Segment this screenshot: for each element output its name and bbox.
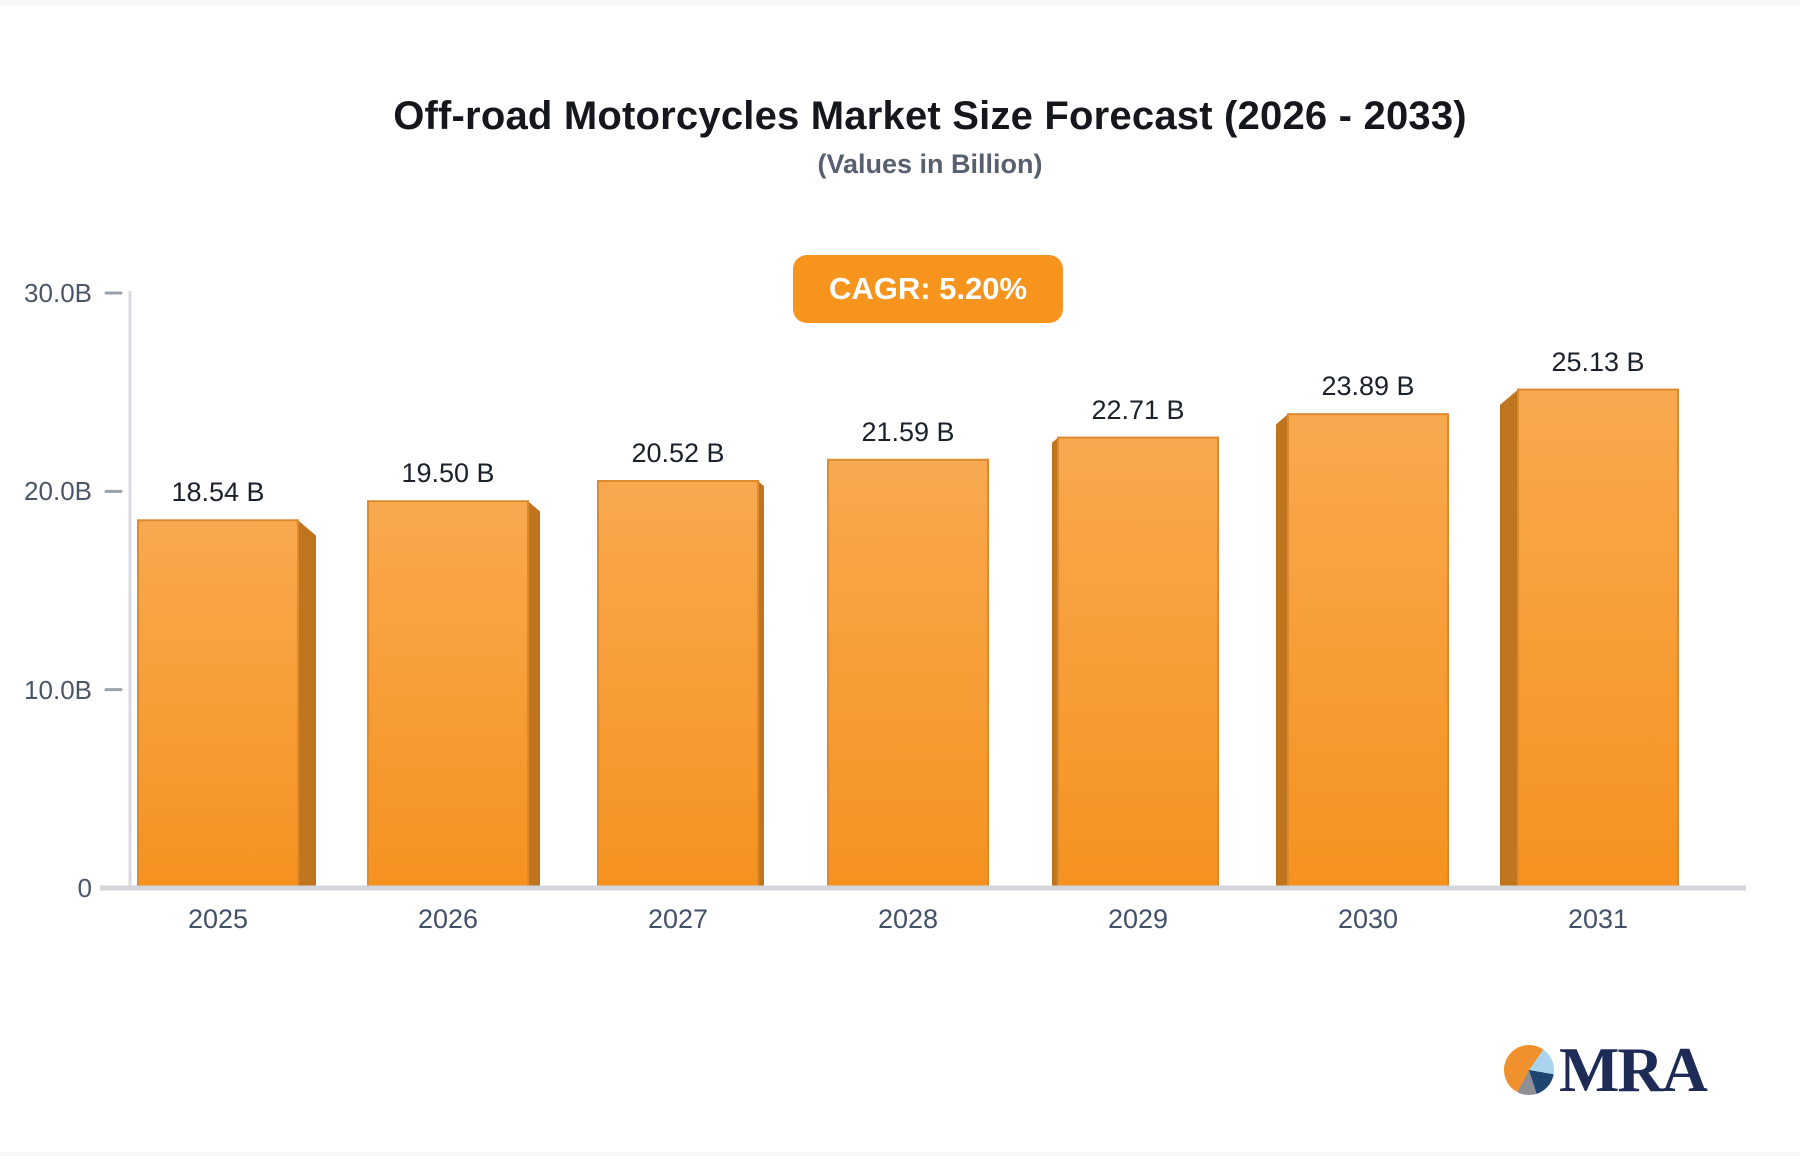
bar-side-2026	[528, 501, 540, 888]
chart-title: Off-road Motorcycles Market Size Forecas…	[393, 94, 1467, 138]
bar-side-2029	[1052, 437, 1058, 888]
bar-side-2025	[298, 520, 316, 888]
bar-value-label: 22.71 B	[1091, 394, 1185, 425]
bar-value-label: 18.54 B	[171, 477, 265, 508]
x-axis-label: 2026	[417, 904, 479, 934]
bar-2029	[1057, 436, 1219, 890]
brand-logo: MRA	[1504, 1034, 1708, 1105]
bar-2025	[137, 519, 299, 889]
bar-value-label: 23.89 B	[1321, 371, 1415, 402]
bar-value-label: 20.52 B	[631, 438, 725, 469]
x-axis-label: 2027	[647, 904, 709, 934]
chart-subtitle: (Values in Billion)	[817, 149, 1043, 179]
y-axis-label: 10.0B	[24, 674, 92, 705]
y-axis-label: 20.0B	[24, 476, 92, 507]
x-axis-label: 2031	[1567, 904, 1629, 934]
y-axis-label: 0	[77, 873, 92, 903]
bar-side-2031	[1500, 389, 1518, 888]
x-axis-label: 2025	[187, 904, 249, 934]
bar-side-2030	[1276, 414, 1288, 888]
x-axis-label: 2030	[1337, 904, 1399, 934]
bar-2031	[1517, 388, 1679, 889]
bar-value-label: 19.50 B	[401, 458, 495, 489]
bar-2027	[597, 480, 759, 890]
bar-2026	[367, 500, 529, 889]
bar-2028	[827, 458, 989, 889]
bar-value-label: 21.59 B	[861, 416, 955, 447]
y-axis-label: 30.0B	[24, 278, 92, 308]
bar-chart-plot	[100, 291, 1746, 891]
logo-text: MRA	[1559, 1034, 1708, 1105]
logo-pie-icon	[1504, 1045, 1554, 1095]
bar-side-2027	[758, 481, 764, 888]
chart-card: Off-road Motorcycles Market Size Forecas…	[0, 5, 1800, 1152]
cagr-badge: CAGR: 5.20%	[792, 255, 1064, 323]
x-axis-label: 2029	[1107, 904, 1169, 934]
bar-value-label: 25.13 B	[1551, 346, 1645, 377]
x-axis-label: 2028	[877, 904, 939, 934]
bar-2030	[1287, 413, 1449, 889]
